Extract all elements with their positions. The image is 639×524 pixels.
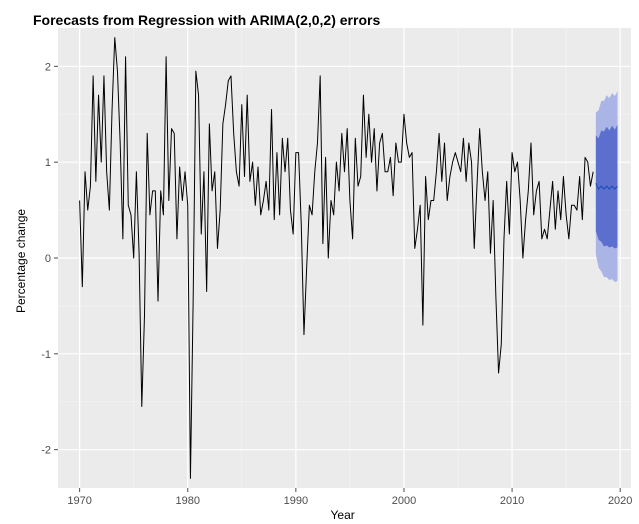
- x-tick-label: 2020: [608, 495, 632, 507]
- x-tick-label: 2010: [500, 495, 524, 507]
- y-tick-label: 1: [45, 157, 51, 169]
- x-tick-label: 1970: [67, 495, 91, 507]
- x-tick-label: 1990: [284, 495, 308, 507]
- y-tick-label: -2: [41, 445, 51, 457]
- y-tick-label: 2: [45, 61, 51, 73]
- y-tick-label: 0: [45, 253, 51, 265]
- chart-svg: 1970 1980 1990 2000 2010 2020 -2 -1 0 1 2: [0, 0, 639, 524]
- forecast-chart: Forecasts from Regression with ARIMA(2,0…: [0, 0, 639, 524]
- y-tick-label: -1: [41, 349, 51, 361]
- x-tick-label: 1980: [175, 495, 199, 507]
- x-tick-label: 2000: [392, 495, 416, 507]
